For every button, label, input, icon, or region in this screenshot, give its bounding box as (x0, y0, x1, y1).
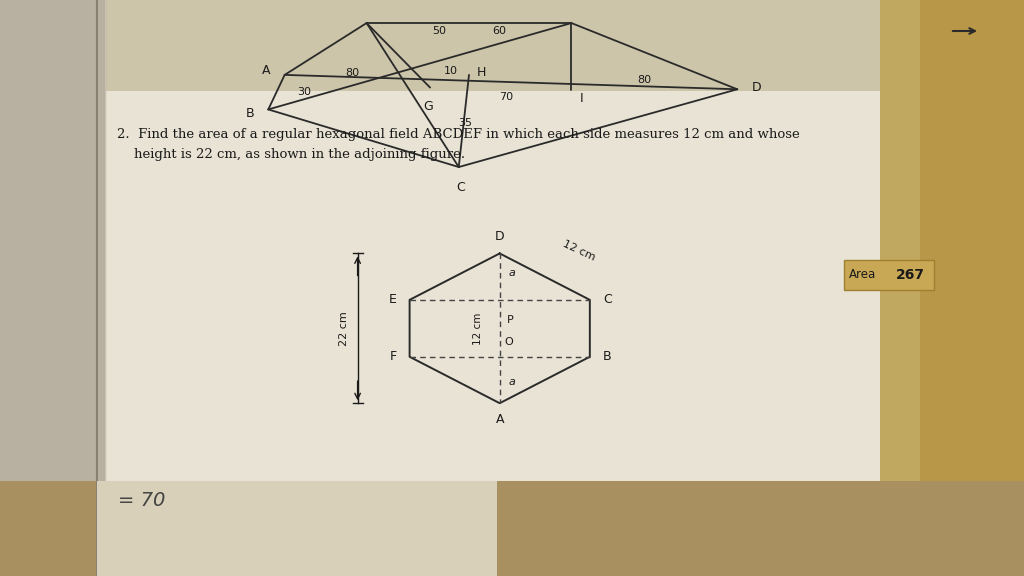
Text: G: G (423, 100, 433, 112)
Bar (880, 0, 1024, 576)
Text: 80: 80 (637, 75, 651, 85)
Bar (0, 481, 1024, 576)
Text: height is 22 cm, as shown in the adjoining figure.: height is 22 cm, as shown in the adjoini… (117, 148, 465, 161)
Text: Area: Area (849, 268, 877, 282)
Polygon shape (0, 0, 105, 576)
Text: 22 cm: 22 cm (339, 311, 348, 346)
Text: P: P (507, 315, 513, 325)
Text: 12 cm: 12 cm (561, 239, 596, 263)
Bar (920, 0, 1024, 576)
Text: C: C (603, 293, 611, 306)
Text: 35: 35 (458, 118, 472, 128)
Text: D: D (752, 81, 761, 94)
Text: E: E (389, 293, 396, 306)
Text: 267: 267 (896, 268, 925, 282)
Text: = 70: = 70 (118, 491, 165, 510)
Text: A: A (262, 65, 270, 77)
Text: 70: 70 (499, 92, 513, 102)
FancyBboxPatch shape (844, 260, 934, 290)
Text: I: I (580, 92, 583, 105)
Text: A: A (496, 413, 504, 426)
Text: a: a (509, 268, 516, 278)
Text: F: F (389, 350, 396, 363)
Text: C: C (457, 181, 465, 194)
Text: 30: 30 (298, 87, 311, 97)
Bar (105, 91, 925, 481)
Bar (97, 481, 497, 576)
Text: B: B (603, 350, 611, 363)
Text: H: H (477, 66, 486, 79)
Text: B: B (246, 107, 254, 120)
Text: 80: 80 (345, 68, 359, 78)
Text: D: D (495, 230, 505, 244)
Text: 60: 60 (492, 26, 506, 36)
Text: 10: 10 (444, 66, 458, 76)
Text: O: O (505, 338, 513, 347)
Text: 12 cm: 12 cm (473, 312, 482, 344)
Text: a: a (509, 377, 516, 387)
Text: 50: 50 (432, 26, 446, 36)
Text: 2.  Find the area of a regular hexagonal field ABCDEF in which each side measure: 2. Find the area of a regular hexagonal … (117, 128, 800, 141)
